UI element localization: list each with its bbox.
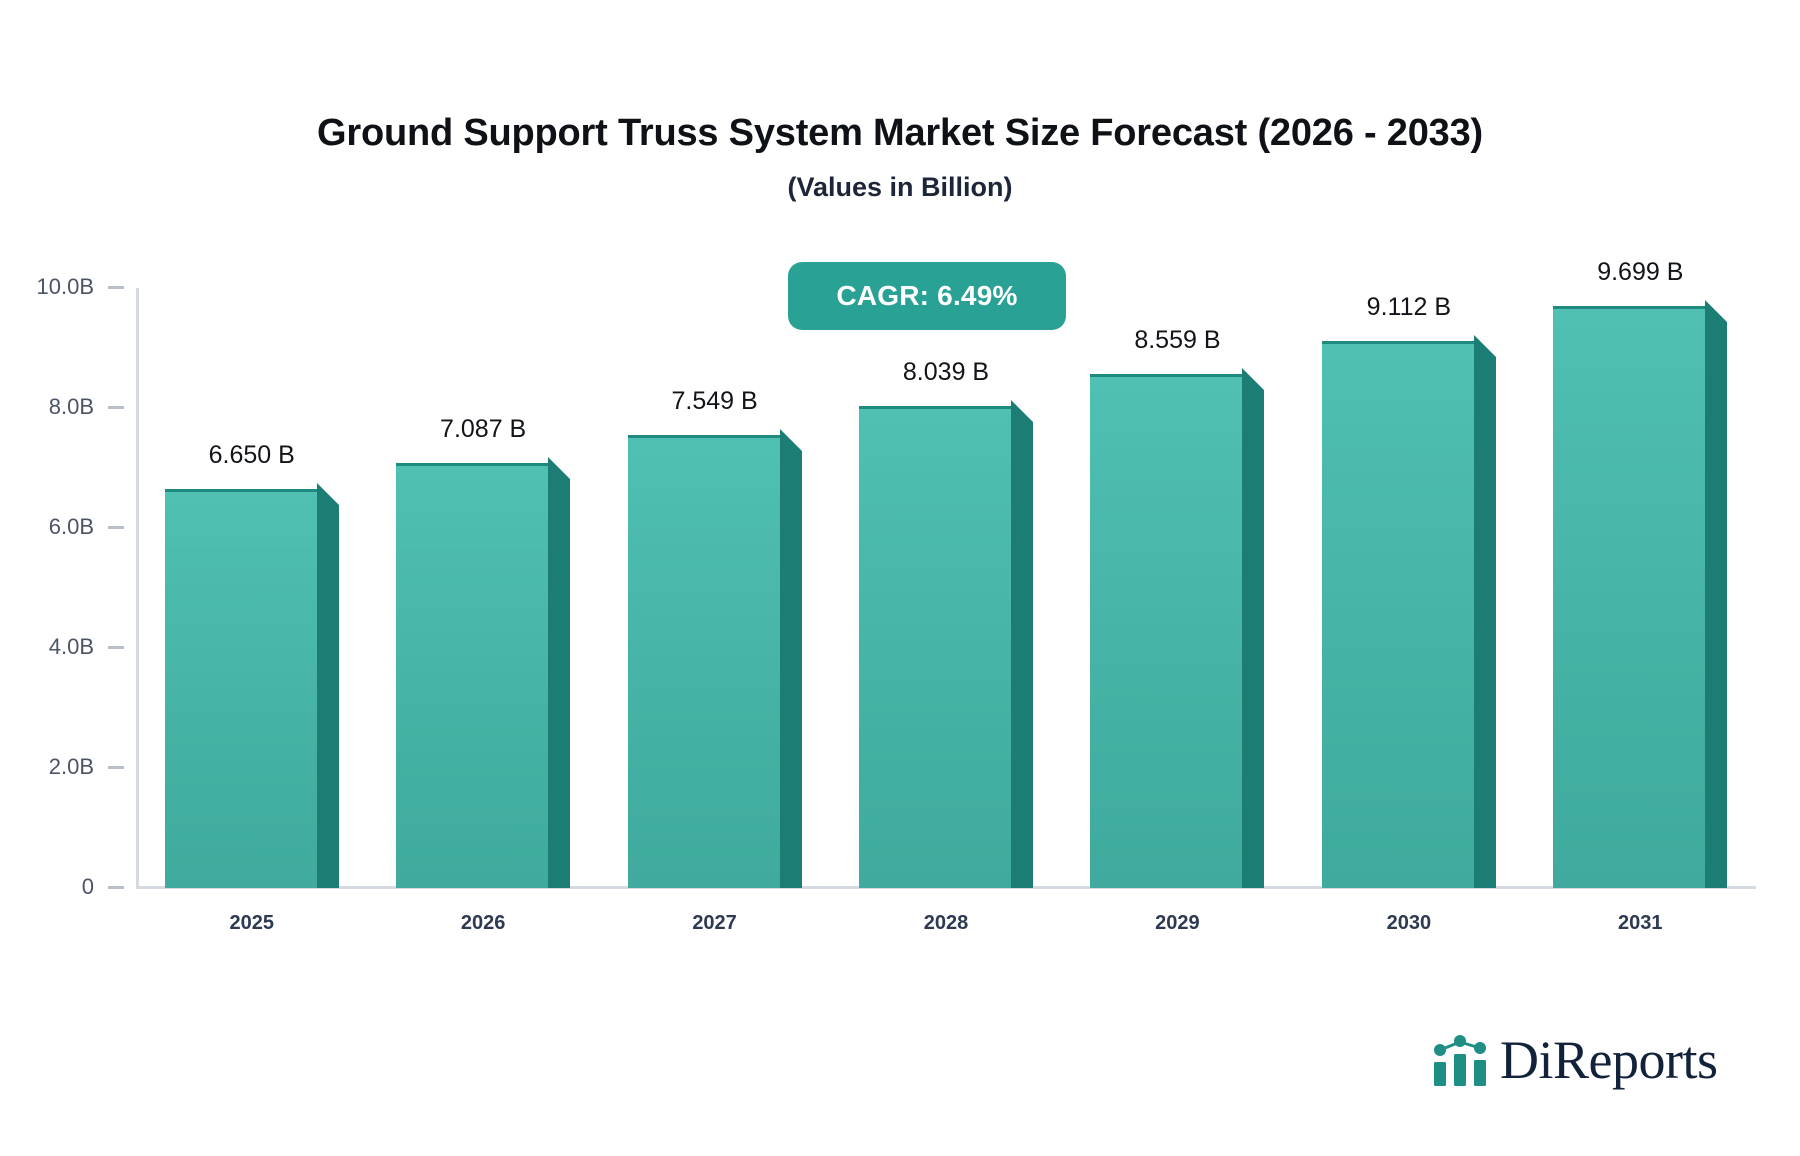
bar-value-label: 8.559 B	[1134, 326, 1221, 355]
y-axis-tick: 6.0B	[0, 514, 124, 540]
y-axis-tick-label: 4.0B	[48, 634, 94, 659]
x-axis-tick-label: 2027	[692, 912, 737, 934]
bar-value-label: 8.039 B	[902, 357, 990, 386]
bar-side-panel	[779, 451, 802, 888]
y-axis-line	[136, 288, 139, 888]
y-axis-tick: 2.0B	[0, 754, 124, 780]
bar-value-label: 9.112 B	[1366, 293, 1451, 322]
bar-face	[396, 462, 549, 888]
bar-side-panel	[548, 478, 571, 888]
bar-face	[164, 489, 317, 888]
y-axis-tick: 10.0B	[0, 274, 124, 300]
bar-side-panel	[1473, 357, 1496, 888]
y-axis-tick-mark	[108, 885, 124, 889]
x-axis-tick-label: 2025	[229, 912, 274, 934]
chart-subtitle: (Values in Billion)	[787, 172, 1013, 202]
bar-series: 6.650 B 7.087 B 7.549 B 8.039 B 8.559 B 9.112…	[136, 258, 1756, 888]
bar-side-panel	[1705, 322, 1728, 888]
bar	[1090, 368, 1265, 888]
brand-logo: DiReports	[1432, 1032, 1718, 1088]
y-axis-tick: 0	[0, 874, 124, 900]
bar-face	[859, 405, 1011, 888]
bar	[1321, 335, 1496, 888]
bar-face	[1321, 341, 1474, 888]
x-axis-tick-label: 2030	[1386, 912, 1432, 934]
x-axis-tick-label: 2029	[1155, 912, 1200, 934]
bar-top-bevel	[1705, 300, 1728, 323]
bar-top-bevel	[1473, 335, 1496, 358]
y-axis-tick-label: 10.0B	[36, 274, 95, 299]
bar-top-bevel	[1011, 399, 1033, 422]
bar-face	[1090, 374, 1243, 888]
cagr-badge-label: CAGR: 6.49%	[836, 280, 1018, 311]
y-axis-tick: 4.0B	[0, 634, 124, 660]
bar	[1553, 300, 1728, 888]
y-axis-tick-label: 2.0B	[48, 754, 94, 779]
bar-value-label: 7.549 B	[671, 387, 758, 416]
bar-value-label: 9.699 B	[1597, 258, 1684, 287]
bar	[164, 483, 339, 888]
chart-title: Ground Support Truss System Market Size …	[317, 112, 1483, 154]
brand-name: DiReports	[1500, 1030, 1718, 1090]
bar-top-bevel	[316, 483, 339, 505]
y-axis-tick-mark	[108, 405, 124, 409]
y-axis-tick-label: 0	[81, 874, 94, 899]
y-axis-tick-mark	[108, 645, 124, 649]
cagr-badge: CAGR: 6.49%	[788, 262, 1066, 330]
bar-top-bevel	[548, 456, 571, 479]
y-axis-tick-label: 8.0B	[48, 394, 94, 419]
x-axis-tick-label: 2031	[1618, 912, 1663, 934]
bar-face	[1553, 306, 1706, 888]
bar-value-label: 6.650 B	[208, 441, 295, 469]
y-axis-tick: 8.0B	[0, 394, 124, 420]
x-axis-tick-label: 2026	[460, 912, 506, 934]
x-axis-tick-label: 2028	[923, 912, 969, 934]
bar-side-panel	[1242, 390, 1265, 888]
bar	[396, 456, 571, 888]
y-axis-tick-mark	[108, 285, 124, 289]
y-axis-tick-mark	[108, 525, 124, 529]
bar	[627, 429, 802, 888]
bar-side-panel	[316, 505, 339, 888]
bar-face	[627, 435, 780, 888]
bar-top-bevel	[1242, 368, 1265, 391]
bar	[859, 399, 1033, 888]
bar-chart-dots-icon	[1434, 1035, 1486, 1086]
bar-value-label: 7.087 B	[440, 414, 527, 443]
bar-side-panel	[1011, 421, 1033, 888]
y-axis-tick-mark	[108, 765, 124, 769]
y-axis-tick-label: 6.0B	[48, 514, 94, 539]
bar-top-bevel	[779, 429, 802, 452]
